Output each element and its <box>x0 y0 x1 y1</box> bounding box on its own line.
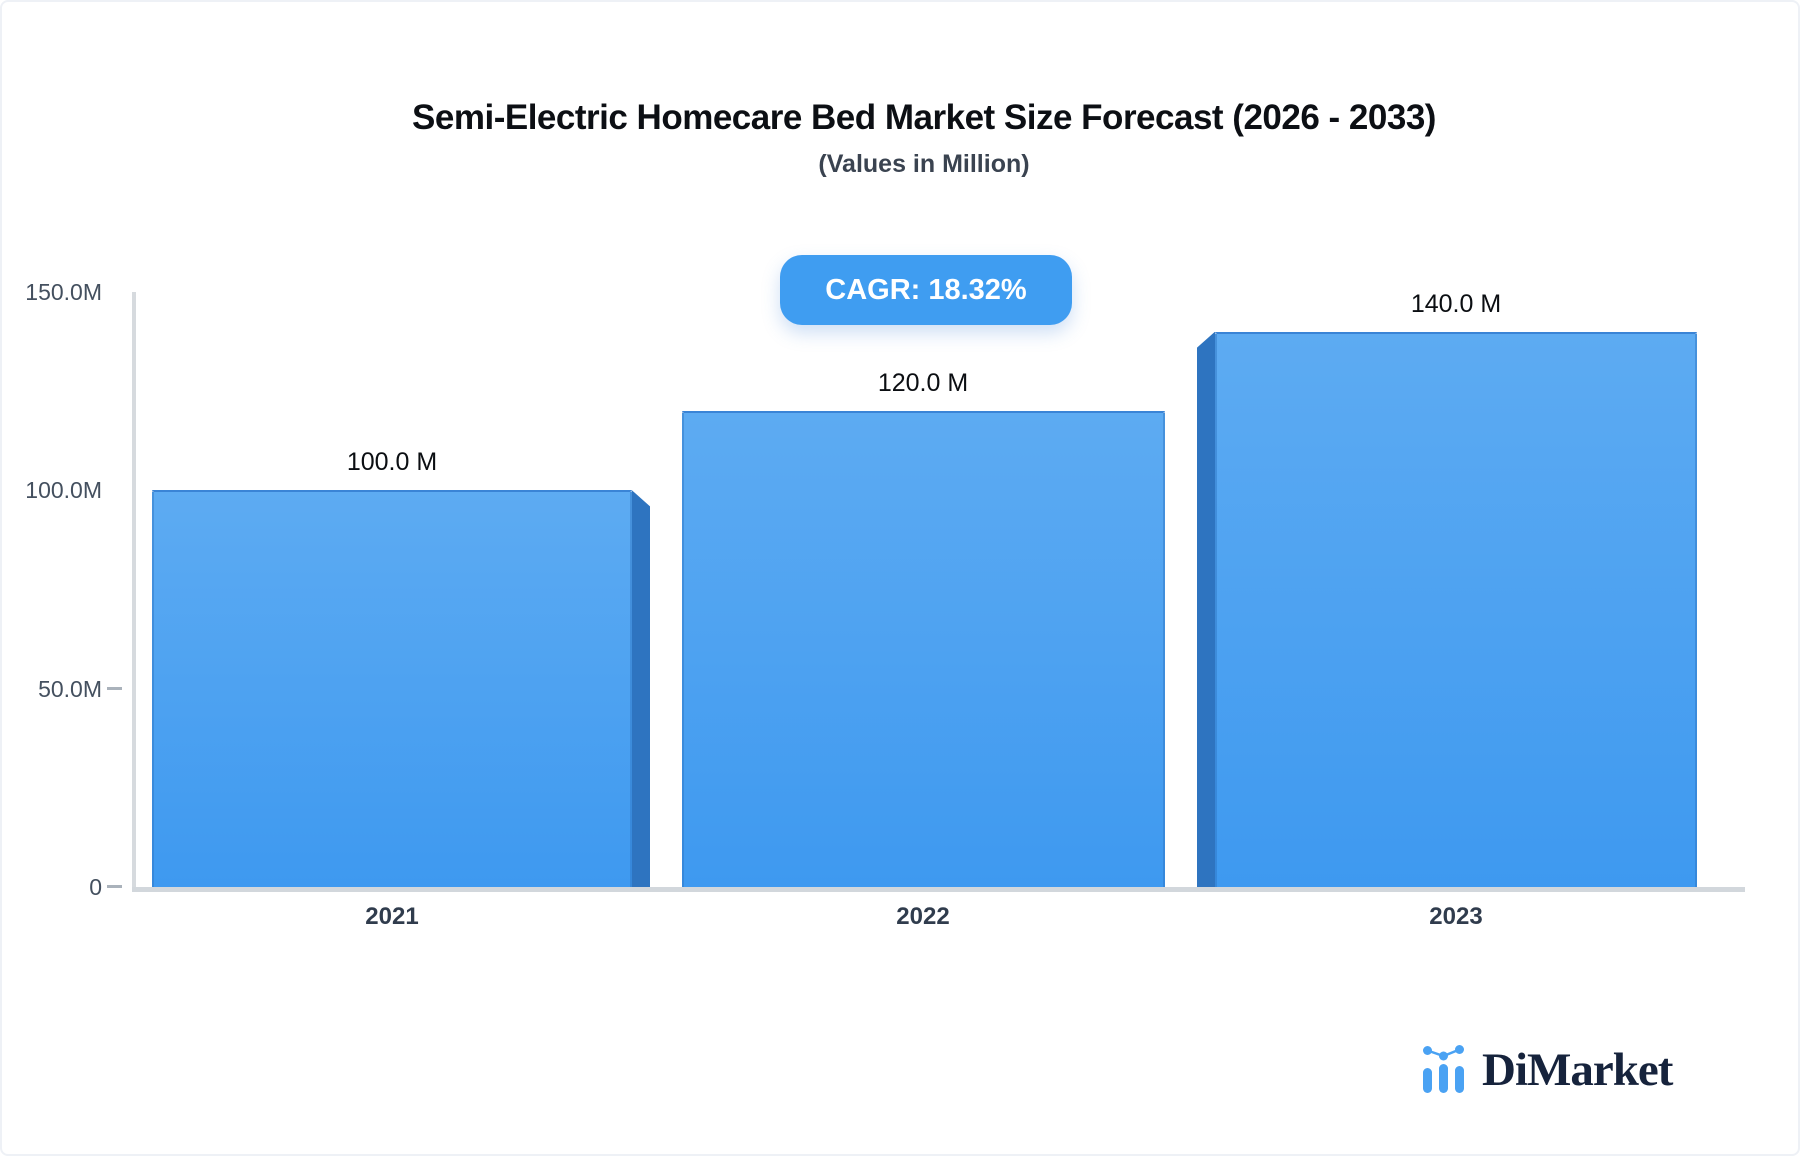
bar-value-label: 120.0 M <box>877 369 969 397</box>
cagr-badge: CAGR: 18.32% <box>780 255 1072 325</box>
bar-3d-side <box>1197 331 1215 887</box>
brand-name: DiMarket <box>1482 1044 1673 1096</box>
chart-subtitle: (Values in Million) <box>818 150 1030 178</box>
y-axis-line <box>132 292 136 889</box>
y-tick-label: 50.0M <box>38 675 102 702</box>
bar-2022 <box>682 411 1165 887</box>
y-tick-dash <box>107 686 122 690</box>
bar-2023 <box>1215 331 1697 887</box>
brand-logo: DiMarket <box>1421 1042 1673 1098</box>
x-axis-label: 2021 <box>365 903 419 930</box>
x-axis-label: 2022 <box>896 903 950 930</box>
bar-2021 <box>152 490 632 887</box>
bar-chart-icon <box>1423 1045 1464 1093</box>
y-tick-label: 0 <box>89 874 102 900</box>
bar-3d-side <box>632 490 650 887</box>
bar-value-label: 140.0 M <box>1410 289 1502 318</box>
y-tick-label: 100.0M <box>25 477 102 504</box>
x-axis-label: 2023 <box>1429 903 1483 930</box>
chart-title: Semi-Electric Homecare Bed Market Size F… <box>412 98 1436 137</box>
y-tick-dash <box>107 885 122 888</box>
bar-value-label: 100.0 M <box>346 448 438 477</box>
y-tick-label: 150.0M <box>25 279 102 305</box>
x-axis-line <box>132 887 1745 892</box>
